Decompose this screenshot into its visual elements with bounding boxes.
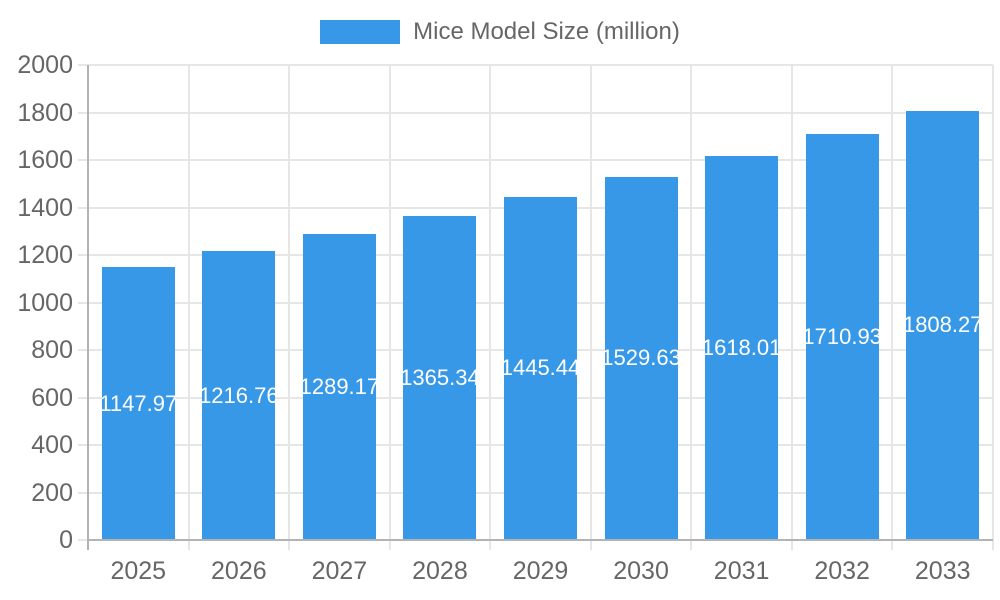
y-gridline [88, 64, 993, 66]
bar-2029[interactable]: 1445.44 [504, 196, 577, 540]
x-tick-mark [891, 540, 894, 550]
x-tick-mark [992, 540, 994, 550]
y-tick-mark [78, 159, 88, 161]
y-tick-mark [78, 111, 88, 114]
legend-label: Mice Model Size (million) [413, 18, 680, 45]
y-tick-mark [78, 349, 88, 351]
bar-2027[interactable]: 1289.17 [302, 233, 376, 540]
y-tick-mark [78, 491, 88, 494]
y-gridline [88, 111, 993, 114]
bar-value-label: 1289.17 [302, 373, 376, 399]
x-gridline [790, 65, 793, 540]
x-axis-line [88, 539, 993, 541]
bar-2031[interactable]: 1618.01 [705, 155, 779, 540]
x-tick-label: 2032 [814, 557, 870, 585]
bar-value-label: 1147.97 [101, 390, 175, 416]
legend-item[interactable]: Mice Model Size (million) [0, 18, 1000, 46]
x-tick-mark [790, 540, 793, 550]
x-gridline [489, 65, 492, 540]
y-tick-label: 1800 [17, 98, 73, 127]
x-gridline [690, 65, 693, 540]
x-tick-label: 2026 [211, 557, 267, 585]
x-gridline [992, 65, 994, 540]
x-gridline [589, 65, 592, 540]
bar-value-label: 1710.93 [805, 323, 879, 349]
bar-2026[interactable]: 1216.76 [202, 251, 276, 540]
x-tick-mark [489, 540, 492, 550]
y-tick-label: 0 [59, 526, 73, 554]
y-tick-label: 400 [31, 431, 73, 459]
x-tick-label: 2025 [110, 557, 167, 585]
x-tick-mark [589, 540, 592, 550]
x-tick-label: 2031 [713, 557, 770, 585]
y-tick-label: 600 [31, 383, 73, 412]
bar-2030[interactable]: 1529.63 [604, 176, 678, 540]
x-tick-mark [187, 540, 190, 550]
x-tick-label: 2029 [512, 557, 569, 585]
y-tick-label: 1000 [17, 288, 73, 317]
bar-2032[interactable]: 1710.93 [805, 133, 879, 540]
y-tick-label: 800 [31, 336, 73, 364]
y-tick-mark [78, 444, 88, 446]
y-tick-mark [78, 254, 88, 256]
y-tick-label: 1600 [17, 146, 73, 174]
bar-value-label: 1445.44 [504, 355, 577, 381]
y-tick-mark [78, 396, 88, 399]
plot-area: 1147.97 1216.76 1289.17 1365.34 1445.44 1529.… [78, 64, 994, 550]
bar-value-label: 1618.01 [705, 334, 779, 360]
x-gridline [187, 65, 190, 540]
x-gridline [891, 65, 894, 540]
x-gridline [388, 65, 391, 540]
y-tick-label: 1400 [17, 193, 73, 222]
bar-2025[interactable]: 1147.97 [101, 267, 175, 540]
x-tick-label: 2027 [311, 557, 368, 585]
y-axis-line [87, 65, 89, 550]
bar-value-label: 1808.27 [906, 312, 980, 338]
y-tick-mark [78, 64, 88, 66]
bar-value-label: 1216.76 [202, 382, 276, 408]
y-tick-mark [78, 301, 88, 304]
x-tick-label: 2028 [412, 557, 468, 585]
bar-value-label: 1529.63 [604, 345, 678, 371]
x-gridline [288, 65, 291, 540]
y-tick-mark [78, 539, 88, 541]
bar-2028[interactable]: 1365.34 [403, 215, 477, 540]
y-tick-label: 2000 [17, 51, 73, 79]
x-tick-mark [288, 540, 291, 550]
y-tick-mark [78, 206, 88, 209]
x-tick-label: 2030 [613, 557, 669, 585]
y-tick-label: 200 [31, 478, 73, 507]
bar-value-label: 1365.34 [403, 364, 477, 390]
x-tick-label: 2033 [914, 557, 971, 585]
x-tick-mark [690, 540, 693, 550]
legend-swatch [320, 20, 401, 44]
y-gridline [88, 159, 993, 161]
y-tick-label: 1200 [17, 241, 73, 269]
x-tick-mark [388, 540, 391, 550]
bar-2033[interactable]: 1808.27 [906, 110, 980, 540]
